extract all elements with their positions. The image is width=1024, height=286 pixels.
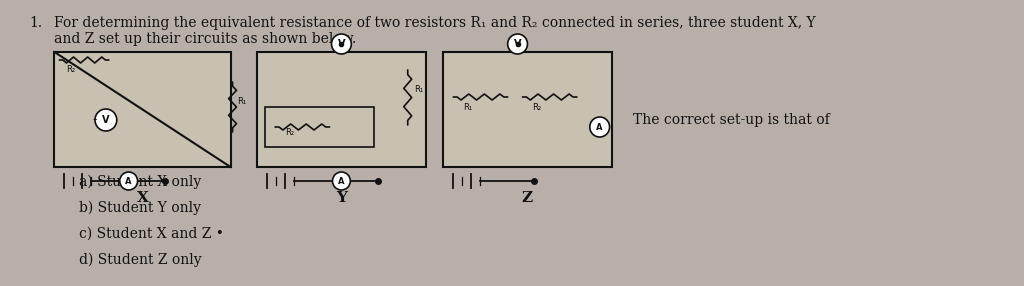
Text: For determining the equivalent resistance of two resistors R₁ and R₂ connected i: For determining the equivalent resistanc… — [54, 16, 816, 30]
Text: R₂: R₂ — [67, 65, 76, 74]
Text: R₁: R₁ — [414, 85, 423, 94]
Bar — [443, 52, 611, 167]
Circle shape — [590, 117, 609, 137]
Circle shape — [332, 34, 351, 54]
Circle shape — [120, 172, 137, 190]
Text: d) Student Z only: d) Student Z only — [79, 253, 202, 267]
Text: R₂: R₂ — [285, 128, 294, 137]
Bar — [257, 52, 426, 167]
Bar — [54, 52, 230, 167]
Text: R₁: R₁ — [463, 103, 472, 112]
Circle shape — [333, 172, 350, 190]
Text: Y: Y — [336, 191, 347, 205]
Circle shape — [508, 34, 527, 54]
Text: a) Student X only: a) Student X only — [79, 175, 202, 189]
Text: A: A — [125, 176, 132, 186]
Text: A: A — [596, 122, 603, 132]
Text: R₂: R₂ — [532, 103, 542, 112]
Bar — [265, 107, 374, 147]
Text: X: X — [136, 191, 148, 205]
Text: V: V — [514, 39, 521, 49]
Circle shape — [95, 109, 117, 131]
Text: and Z set up their circuits as shown below.: and Z set up their circuits as shown bel… — [54, 32, 356, 46]
Text: The correct set-up is that of: The correct set-up is that of — [633, 113, 830, 127]
Text: A: A — [338, 176, 345, 186]
Text: -: - — [92, 114, 96, 126]
Text: 1.: 1. — [30, 16, 43, 30]
Text: V: V — [338, 39, 345, 49]
Text: Z: Z — [522, 191, 534, 205]
Text: c) Student X and Z •: c) Student X and Z • — [79, 227, 224, 241]
Text: b) Student Y only: b) Student Y only — [79, 201, 201, 215]
Text: R₁: R₁ — [238, 97, 247, 106]
Text: V: V — [102, 115, 110, 125]
